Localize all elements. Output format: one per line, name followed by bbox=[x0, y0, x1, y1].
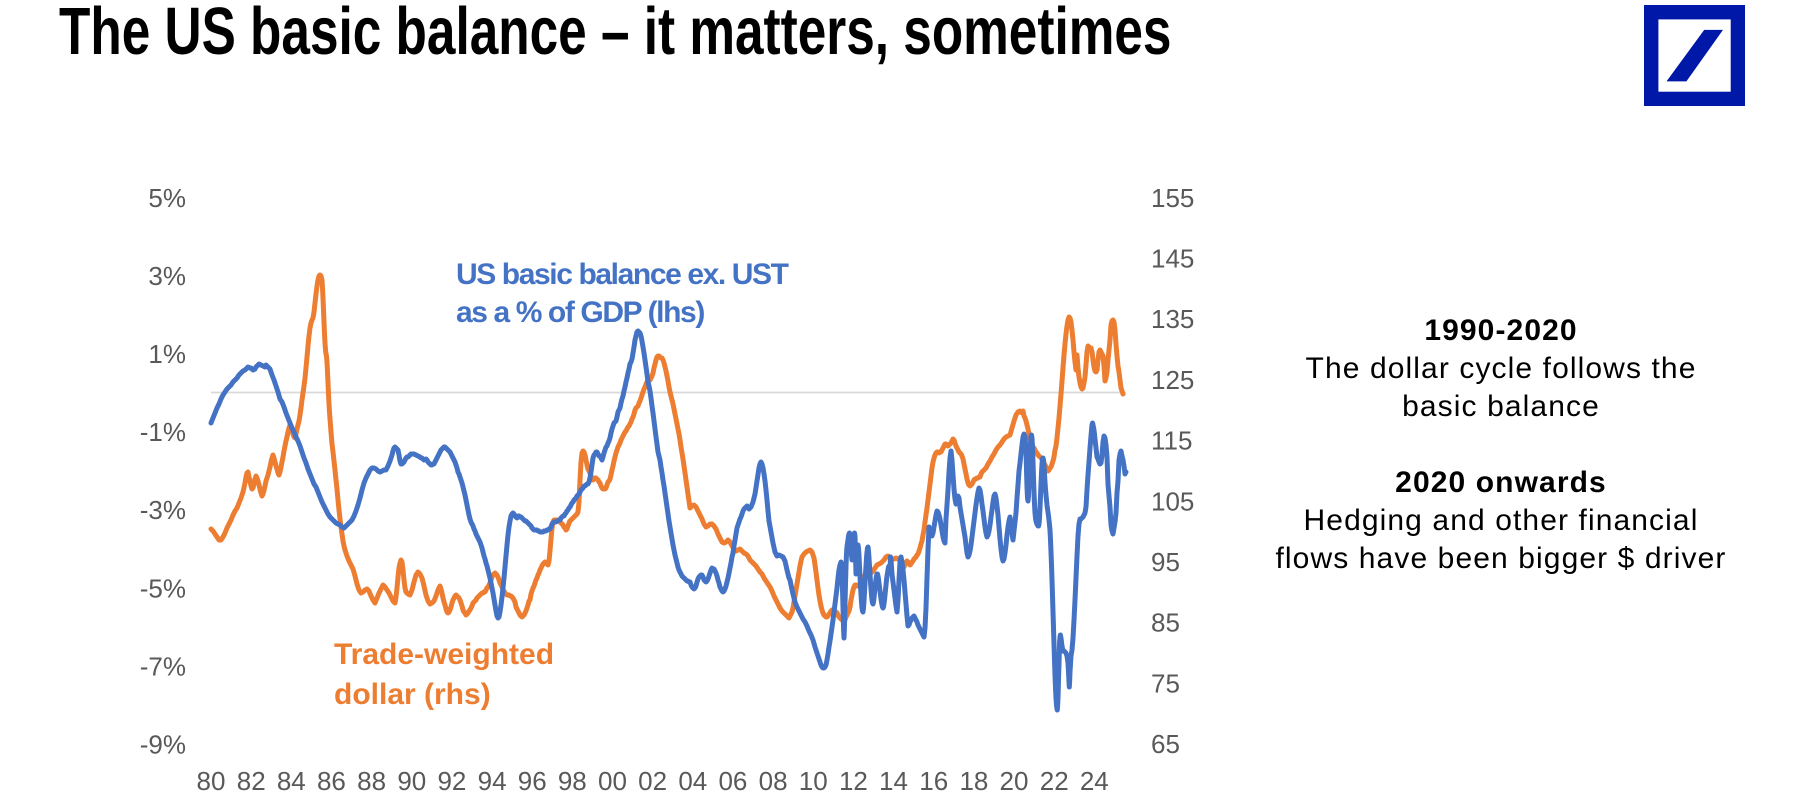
svg-text:88: 88 bbox=[357, 766, 386, 796]
svg-text:155: 155 bbox=[1151, 183, 1194, 213]
svg-text:95: 95 bbox=[1151, 547, 1180, 577]
svg-text:5%: 5% bbox=[148, 183, 186, 213]
svg-text:-9%: -9% bbox=[140, 730, 186, 760]
svg-text:125: 125 bbox=[1151, 365, 1194, 395]
svg-text:86: 86 bbox=[317, 766, 346, 796]
svg-text:65: 65 bbox=[1151, 729, 1180, 759]
svg-text:82: 82 bbox=[237, 766, 266, 796]
svg-text:135: 135 bbox=[1151, 304, 1194, 334]
svg-text:04: 04 bbox=[678, 766, 707, 796]
svg-text:08: 08 bbox=[759, 766, 788, 796]
svg-text:12: 12 bbox=[839, 766, 868, 796]
svg-text:14: 14 bbox=[879, 766, 908, 796]
svg-text:92: 92 bbox=[437, 766, 466, 796]
svg-text:145: 145 bbox=[1151, 244, 1194, 274]
svg-text:105: 105 bbox=[1151, 486, 1194, 516]
svg-text:-3%: -3% bbox=[140, 495, 186, 525]
svg-text:94: 94 bbox=[478, 766, 507, 796]
svg-text:02: 02 bbox=[638, 766, 667, 796]
svg-text:98: 98 bbox=[558, 766, 587, 796]
svg-text:16: 16 bbox=[919, 766, 948, 796]
svg-text:75: 75 bbox=[1151, 668, 1180, 698]
svg-text:22: 22 bbox=[1040, 766, 1069, 796]
svg-text:80: 80 bbox=[197, 766, 226, 796]
svg-text:24: 24 bbox=[1080, 766, 1109, 796]
svg-text:00: 00 bbox=[598, 766, 627, 796]
svg-text:84: 84 bbox=[277, 766, 306, 796]
svg-text:115: 115 bbox=[1151, 426, 1192, 456]
svg-text:18: 18 bbox=[959, 766, 988, 796]
svg-text:96: 96 bbox=[518, 766, 547, 796]
svg-text:3%: 3% bbox=[148, 261, 186, 291]
svg-text:-5%: -5% bbox=[140, 573, 186, 603]
svg-text:10: 10 bbox=[799, 766, 828, 796]
svg-text:-7%: -7% bbox=[140, 651, 186, 681]
svg-text:20: 20 bbox=[1000, 766, 1029, 796]
svg-text:90: 90 bbox=[397, 766, 426, 796]
svg-text:06: 06 bbox=[718, 766, 747, 796]
svg-text:85: 85 bbox=[1151, 608, 1180, 638]
svg-text:-1%: -1% bbox=[140, 417, 186, 447]
svg-text:1%: 1% bbox=[148, 339, 186, 369]
